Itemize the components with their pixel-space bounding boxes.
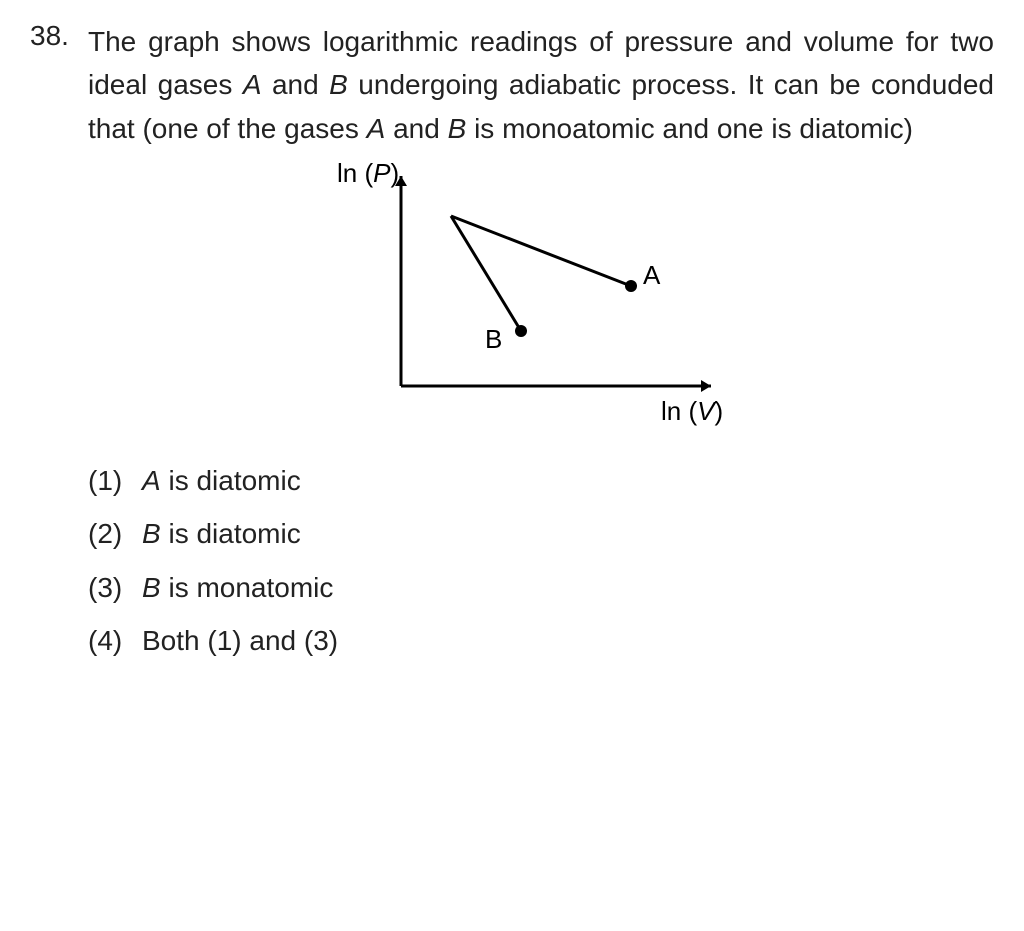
question-body: The graph shows logarithmic readings of … <box>88 20 994 667</box>
option-number: (1) <box>88 454 142 507</box>
option-text: B is monatomic <box>142 561 333 614</box>
svg-text:B: B <box>485 324 502 354</box>
adiabatic-lnP-lnV-chart: A Bln (P) ln (V) <box>331 156 751 436</box>
question-text: The graph shows logarithmic readings of … <box>88 20 994 150</box>
svg-text:A: A <box>643 260 661 290</box>
option-text: A is diatomic <box>142 454 301 507</box>
option-1[interactable]: (1)A is diatomic <box>88 454 994 507</box>
options-list: (1)A is diatomic(2)B is diatomic(3)B is … <box>88 454 994 667</box>
svg-text:ln (V): ln (V) <box>661 396 723 426</box>
svg-text:ln (P): ln (P) <box>337 158 399 188</box>
chart-container: A Bln (P) ln (V) <box>88 156 994 436</box>
option-text: B is diatomic <box>142 507 301 560</box>
option-number: (4) <box>88 614 142 667</box>
option-text: Both (1) and (3) <box>142 614 338 667</box>
option-number: (2) <box>88 507 142 560</box>
option-2[interactable]: (2)B is diatomic <box>88 507 994 560</box>
option-number: (3) <box>88 561 142 614</box>
option-4[interactable]: (4)Both (1) and (3) <box>88 614 994 667</box>
option-3[interactable]: (3)B is monatomic <box>88 561 994 614</box>
question-number: 38. <box>30 20 88 52</box>
question: 38. The graph shows logarithmic readings… <box>30 20 994 667</box>
